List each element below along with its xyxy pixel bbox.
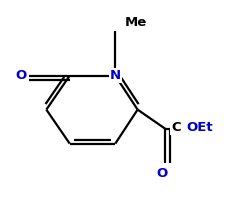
Text: O: O [156,167,168,180]
Text: Me: Me [125,16,147,29]
Text: C: C [171,121,181,134]
Text: N: N [110,69,121,82]
Text: OEt: OEt [187,121,213,134]
Text: O: O [16,69,27,82]
